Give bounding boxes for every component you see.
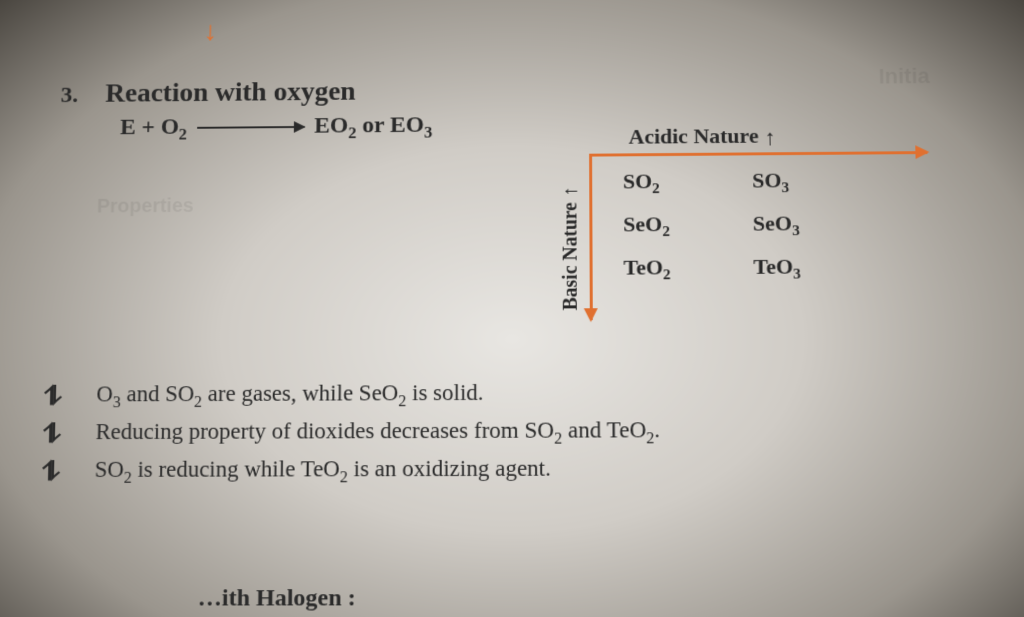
- sub: 2: [646, 430, 654, 447]
- grid-cell: SO2: [623, 168, 753, 194]
- formula-sub: 3: [792, 223, 800, 240]
- text: is solid.: [406, 380, 483, 405]
- eqn-sub: 2: [348, 123, 356, 141]
- text: .: [654, 417, 660, 442]
- grid-cell: SO3: [752, 167, 882, 193]
- text: Reducing property of dioxides decreases …: [95, 418, 554, 444]
- grid-cell: SeO3: [753, 210, 884, 236]
- formula-text: TeO: [623, 255, 663, 280]
- bullet-list: ⥮ O3 and SO2 are gases, while SeO2 is so…: [41, 378, 991, 495]
- sub: 2: [554, 430, 562, 447]
- formula-text: SO: [623, 169, 652, 194]
- oxide-grid: SO2 SO3 SeO2 SeO3 TeO2 TeO3: [623, 167, 884, 280]
- formula-text: SeO: [623, 212, 662, 237]
- formula-text: TeO: [753, 254, 793, 279]
- eqn-text: E + O: [120, 115, 179, 140]
- grid-cell: TeO2: [623, 254, 753, 280]
- section-title: Reaction with oxygen: [105, 77, 356, 110]
- bullet-text: O3 and SO2 are gases, while SeO2 is soli…: [96, 380, 483, 407]
- reaction-arrow-icon: [197, 126, 305, 129]
- up-arrow-icon: ↑: [560, 187, 583, 197]
- formula-sub: 2: [652, 181, 660, 198]
- formula-sub: 3: [781, 180, 789, 197]
- page: ↓ Initia Properties 3. Reaction with oxy…: [0, 5, 1024, 617]
- axis-label-text: Acidic Nature: [629, 123, 759, 148]
- down-arrow-icon: ↓: [203, 17, 217, 48]
- vertical-axis-arrow-icon: [589, 154, 593, 320]
- list-item: ⥮ Reducing property of dioxides decrease…: [42, 416, 989, 447]
- bullet-icon: ⥮: [43, 384, 63, 410]
- text: are gases, while SeO: [202, 380, 398, 406]
- up-arrow-icon: ↑: [764, 125, 775, 150]
- sub: 3: [113, 394, 121, 411]
- axis-label-text: Basic Nature: [560, 202, 582, 310]
- formula-sub: 2: [663, 267, 671, 284]
- acidic-axis-label: Acidic Nature↑: [629, 123, 776, 151]
- formula-text: SeO: [753, 211, 792, 236]
- eqn-text: EO: [314, 113, 348, 138]
- eqn-text: or: [356, 113, 390, 138]
- text: is reducing while TeO: [132, 456, 340, 482]
- grid-cell: SeO2: [623, 211, 753, 237]
- eqn-lhs: E + O2: [120, 114, 188, 140]
- horizontal-axis-arrow-icon: [589, 151, 927, 157]
- ghost-text: Properties: [97, 195, 194, 218]
- list-item: ⥮ O3 and SO2 are gases, while SeO2 is so…: [43, 378, 988, 410]
- bullet-text: SO2 is reducing while TeO2 is an oxidizi…: [94, 456, 551, 483]
- grid-cell: TeO3: [753, 253, 884, 279]
- text: O: [96, 382, 113, 407]
- section-heading: 3. Reaction with oxygen: [51, 71, 981, 110]
- basic-axis-label: Basic Nature ↑: [560, 187, 583, 311]
- eqn-text: EO: [390, 112, 424, 137]
- cutoff-heading: …ith Halogen :: [198, 585, 356, 612]
- list-item: ⥮ SO2 is reducing while TeO2 is an oxidi…: [41, 454, 990, 485]
- section-number: 3.: [51, 83, 79, 109]
- oxide-nature-diagram: Acidic Nature↑ Basic Nature↑ SO2 SO3 SeO…: [540, 122, 962, 331]
- eqn-rhs: EO2 or EO3: [314, 112, 432, 139]
- text: is an oxidizing agent.: [348, 456, 551, 482]
- text: and SO: [121, 381, 195, 406]
- bullet-icon: ⥮: [42, 421, 62, 447]
- bullet-text: Reducing property of dioxides decreases …: [95, 417, 660, 445]
- text: and TeO: [562, 417, 646, 442]
- text: SO: [94, 457, 124, 482]
- eqn-sub: 3: [424, 123, 432, 141]
- eqn-sub: 2: [179, 125, 188, 143]
- sub: 2: [194, 394, 202, 411]
- formula-sub: 2: [662, 224, 670, 241]
- formula-sub: 3: [793, 266, 801, 283]
- formula-text: SO: [752, 168, 782, 193]
- bullet-icon: ⥮: [41, 459, 61, 485]
